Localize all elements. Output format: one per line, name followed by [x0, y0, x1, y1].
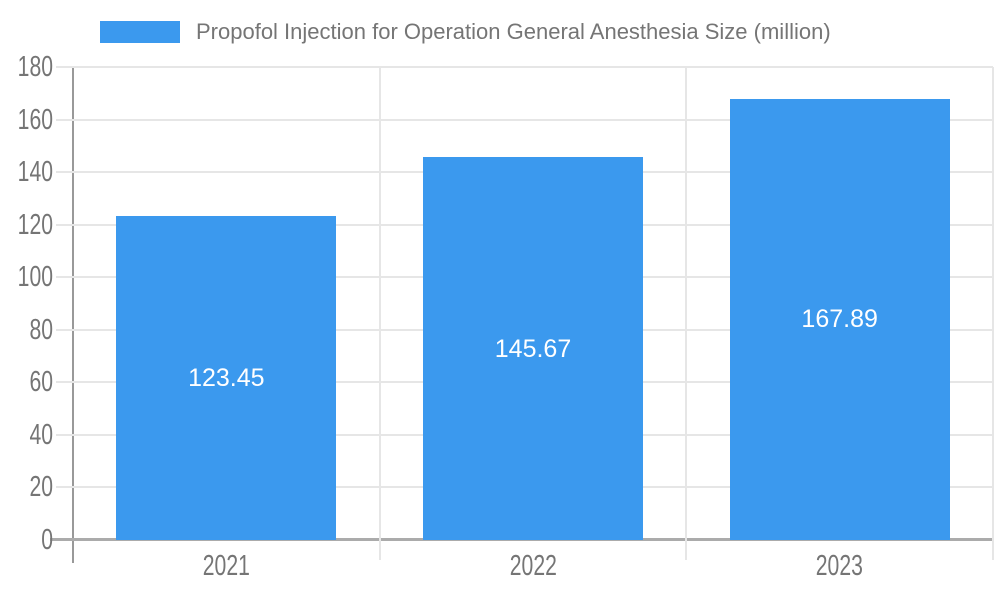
legend-item[interactable]: Propofol Injection for Operation General… [100, 15, 831, 49]
bar-value-label: 123.45 [188, 363, 265, 392]
bar-2023[interactable] [729, 98, 950, 540]
y-axis-line [72, 67, 74, 563]
y-axis-tick-label: 120 [17, 208, 53, 241]
y-axis-tick-label: 0 [41, 524, 53, 556]
y-axis-tick-label: 80 [29, 313, 53, 346]
legend-swatch-icon [100, 21, 180, 43]
y-gridline [56, 118, 993, 121]
x-axis-tick-label: 2022 [509, 550, 557, 582]
x-axis-tick-label: 2023 [816, 550, 864, 582]
bar-2022[interactable] [423, 157, 643, 540]
y-axis-tick-label: 60 [29, 366, 53, 399]
y-axis-tick-label: 160 [17, 103, 53, 136]
y-axis-tick-label: 20 [29, 471, 53, 504]
x-gridline [992, 67, 994, 560]
y-axis-tick-label: 140 [17, 156, 53, 189]
y-gridline [56, 66, 993, 68]
bar-value-label: 145.67 [494, 334, 572, 363]
legend-label: Propofol Injection for Operation General… [196, 19, 831, 44]
y-axis-tick-label: 100 [17, 261, 53, 294]
x-gridline [378, 67, 381, 560]
bar-value-label: 167.89 [801, 305, 878, 334]
y-axis-tick-label: 180 [17, 51, 53, 83]
bar-2021[interactable] [116, 215, 337, 540]
y-axis-tick-label: 40 [29, 418, 53, 451]
x-gridline [685, 67, 688, 560]
x-axis-tick-label: 2021 [202, 550, 250, 582]
